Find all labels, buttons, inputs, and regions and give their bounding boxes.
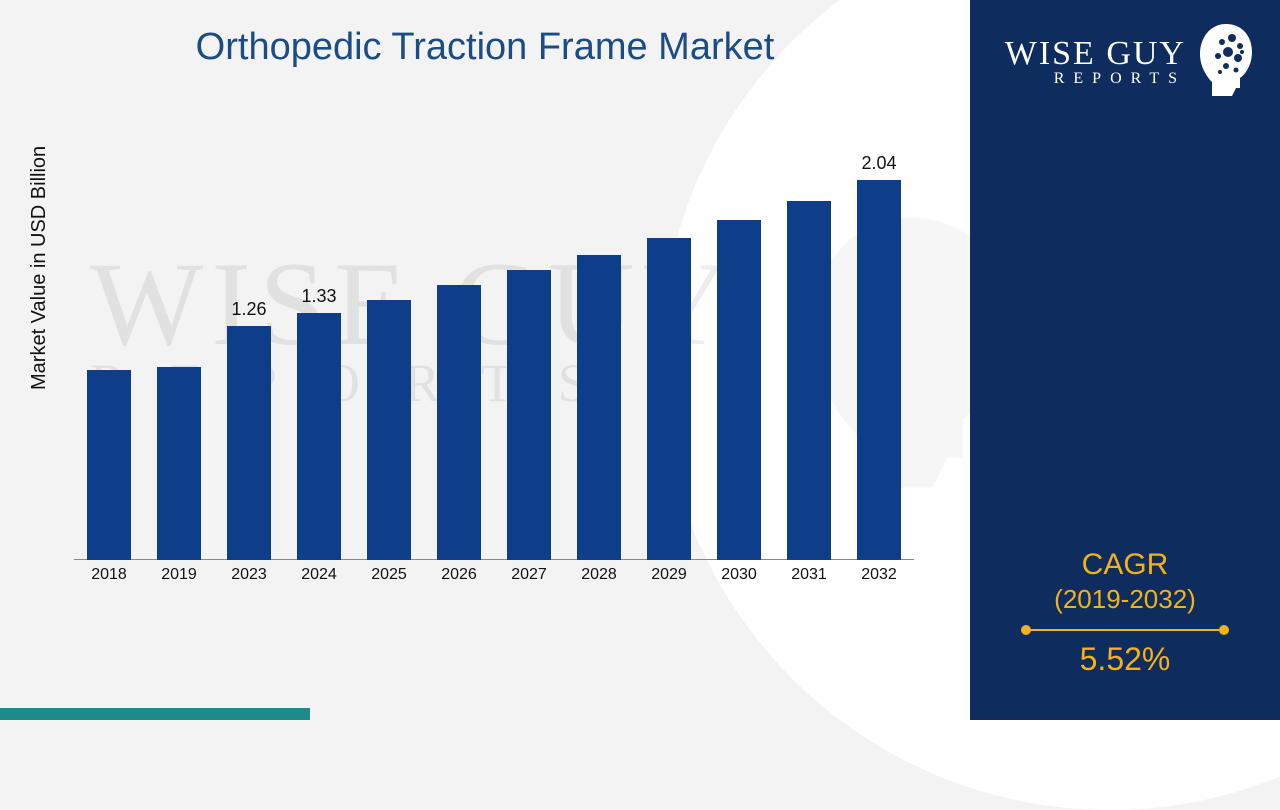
x-tick-label: 2030	[708, 566, 770, 584]
bar-slot	[358, 300, 420, 560]
x-tick-label: 2027	[498, 566, 560, 584]
x-tick-label: 2032	[848, 566, 910, 584]
cagr-block: CAGR (2019-2032) 5.52%	[970, 548, 1280, 678]
bar-slot	[148, 367, 210, 560]
x-tick-label: 2025	[358, 566, 420, 584]
x-tick-label: 2028	[568, 566, 630, 584]
bar-slot	[78, 370, 140, 560]
cagr-value: 5.52%	[970, 641, 1280, 678]
logo-main-text: WISE GUY	[1005, 37, 1186, 71]
bar	[647, 238, 691, 560]
chart-title: Orthopedic Traction Frame Market	[196, 26, 775, 69]
bar-value-label: 1.26	[231, 299, 266, 320]
bar	[787, 201, 831, 560]
bar-slot	[568, 255, 630, 560]
bar	[577, 255, 621, 560]
bar-slot	[428, 285, 490, 560]
bar-slot: 2.04	[848, 180, 910, 560]
right-panel: WISE GUY REPORTS CAGR (2019-2032) 5.52%	[970, 0, 1280, 720]
logo-sub-text: REPORTS	[1005, 71, 1186, 87]
bar-slot	[638, 238, 700, 560]
bar-value-label: 1.33	[301, 286, 336, 307]
y-axis-label: Market Value in USD Billion	[28, 146, 51, 390]
cagr-divider	[1025, 629, 1225, 631]
bar-slot: 1.26	[218, 326, 280, 560]
x-tick-label: 2029	[638, 566, 700, 584]
bar-value-label: 2.04	[861, 153, 896, 174]
x-tick-label: 2023	[218, 566, 280, 584]
bar	[507, 270, 551, 560]
bar-slot	[778, 201, 840, 560]
x-tick-label: 2026	[428, 566, 490, 584]
logo-head-icon	[1192, 22, 1260, 102]
bar	[857, 180, 901, 560]
cagr-range: (2019-2032)	[970, 584, 1280, 615]
cagr-label: CAGR	[970, 548, 1280, 582]
x-tick-label: 2019	[148, 566, 210, 584]
bar-slot	[708, 220, 770, 560]
x-tick-label: 2031	[778, 566, 840, 584]
bar	[87, 370, 131, 560]
bars-container: 1.261.332.04	[74, 160, 914, 560]
chart-area: Orthopedic Traction Frame Market Market …	[0, 0, 970, 720]
bar	[717, 220, 761, 560]
x-tick-label: 2024	[288, 566, 350, 584]
bar	[157, 367, 201, 560]
plot-area: 1.261.332.04	[74, 160, 914, 560]
bar	[437, 285, 481, 560]
bar-slot: 1.33	[288, 313, 350, 560]
x-tick-label: 2018	[78, 566, 140, 584]
bar-slot	[498, 270, 560, 560]
bar	[227, 326, 271, 560]
chart-canvas: WISE GUY REPORTS WISE GUY REPORTS	[0, 0, 1280, 720]
bar	[297, 313, 341, 560]
x-axis-labels: 2018 2019 2023 2024 2025 2026 2027 2028 2029 2030…	[74, 566, 914, 584]
bar	[367, 300, 411, 560]
brand-logo: WISE GUY REPORTS	[1005, 22, 1260, 102]
